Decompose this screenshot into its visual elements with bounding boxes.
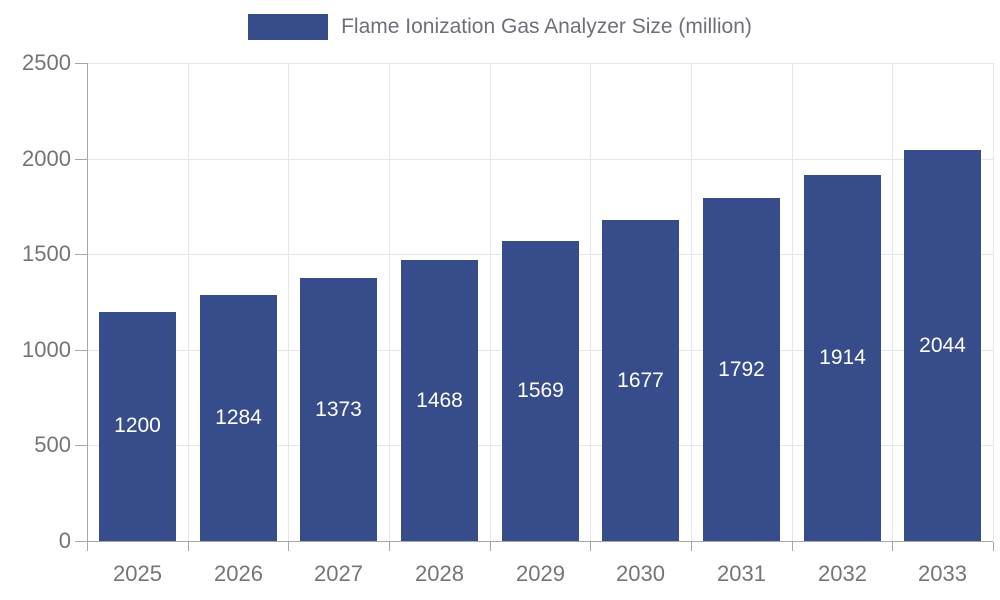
y-gridline <box>87 63 993 64</box>
x-gridline <box>993 63 994 541</box>
y-tick-label: 2500 <box>22 50 71 75</box>
x-gridline <box>288 63 289 541</box>
x-axis-line <box>87 541 993 542</box>
y-tick-label: 2000 <box>22 146 71 171</box>
x-axis-tick <box>490 542 491 551</box>
y-axis-tick <box>75 159 87 160</box>
x-gridline <box>590 63 591 541</box>
x-gridline <box>490 63 491 541</box>
y-axis-tick <box>75 350 87 351</box>
x-gridline <box>892 63 893 541</box>
x-axis-tick <box>188 542 189 551</box>
x-axis-tick <box>691 542 692 551</box>
bar-value-label: 1677 <box>617 369 664 392</box>
x-axis-tick <box>993 542 994 551</box>
bar-value-label: 1914 <box>819 346 866 369</box>
x-tick-label: 2031 <box>717 561 766 586</box>
x-tick-label: 2033 <box>918 561 967 586</box>
y-axis-tick <box>75 445 87 446</box>
y-tick-label: 1000 <box>22 337 71 362</box>
bar-value-label: 1200 <box>114 414 161 437</box>
bar-2029[interactable] <box>502 241 579 541</box>
x-gridline <box>389 63 390 541</box>
x-gridline <box>188 63 189 541</box>
x-axis-tick <box>87 542 88 551</box>
legend-swatch <box>248 14 329 40</box>
y-tick-label: 500 <box>34 432 71 457</box>
bar-2030[interactable] <box>602 220 679 541</box>
legend-label: Flame Ionization Gas Analyzer Size (mill… <box>341 15 752 38</box>
x-axis-tick <box>892 542 893 551</box>
x-tick-label: 2027 <box>314 561 363 586</box>
x-tick-label: 2028 <box>415 561 464 586</box>
y-axis-tick <box>75 541 87 542</box>
bar-2025[interactable] <box>99 312 176 541</box>
bar-2031[interactable] <box>703 198 780 541</box>
x-gridline <box>691 63 692 541</box>
y-gridline <box>87 159 993 160</box>
bar-2027[interactable] <box>300 278 377 541</box>
x-tick-label: 2026 <box>214 561 263 586</box>
x-axis-tick <box>792 542 793 551</box>
x-tick-label: 2029 <box>516 561 565 586</box>
bar-value-label: 1792 <box>718 358 765 381</box>
x-axis-tick <box>590 542 591 551</box>
x-tick-label: 2025 <box>113 561 162 586</box>
y-tick-label: 1500 <box>22 241 71 266</box>
y-axis-tick <box>75 254 87 255</box>
bar-value-label: 1284 <box>215 406 262 429</box>
bar-value-label: 1468 <box>416 389 463 412</box>
bar-value-label: 1569 <box>517 379 564 402</box>
y-axis-line <box>87 63 88 551</box>
bar-2026[interactable] <box>200 295 277 541</box>
y-axis-tick <box>75 63 87 64</box>
x-axis-tick <box>288 542 289 551</box>
bar-value-label: 1373 <box>315 398 362 421</box>
bar-2032[interactable] <box>804 175 881 541</box>
x-tick-label: 2032 <box>818 561 867 586</box>
bar-2028[interactable] <box>401 260 478 541</box>
x-gridline <box>792 63 793 541</box>
legend[interactable]: Flame Ionization Gas Analyzer Size (mill… <box>0 14 1000 40</box>
x-axis-tick <box>389 542 390 551</box>
x-tick-label: 2030 <box>616 561 665 586</box>
bar-2033[interactable] <box>904 150 981 541</box>
bar-value-label: 2044 <box>919 334 966 357</box>
y-tick-label: 0 <box>58 528 71 553</box>
